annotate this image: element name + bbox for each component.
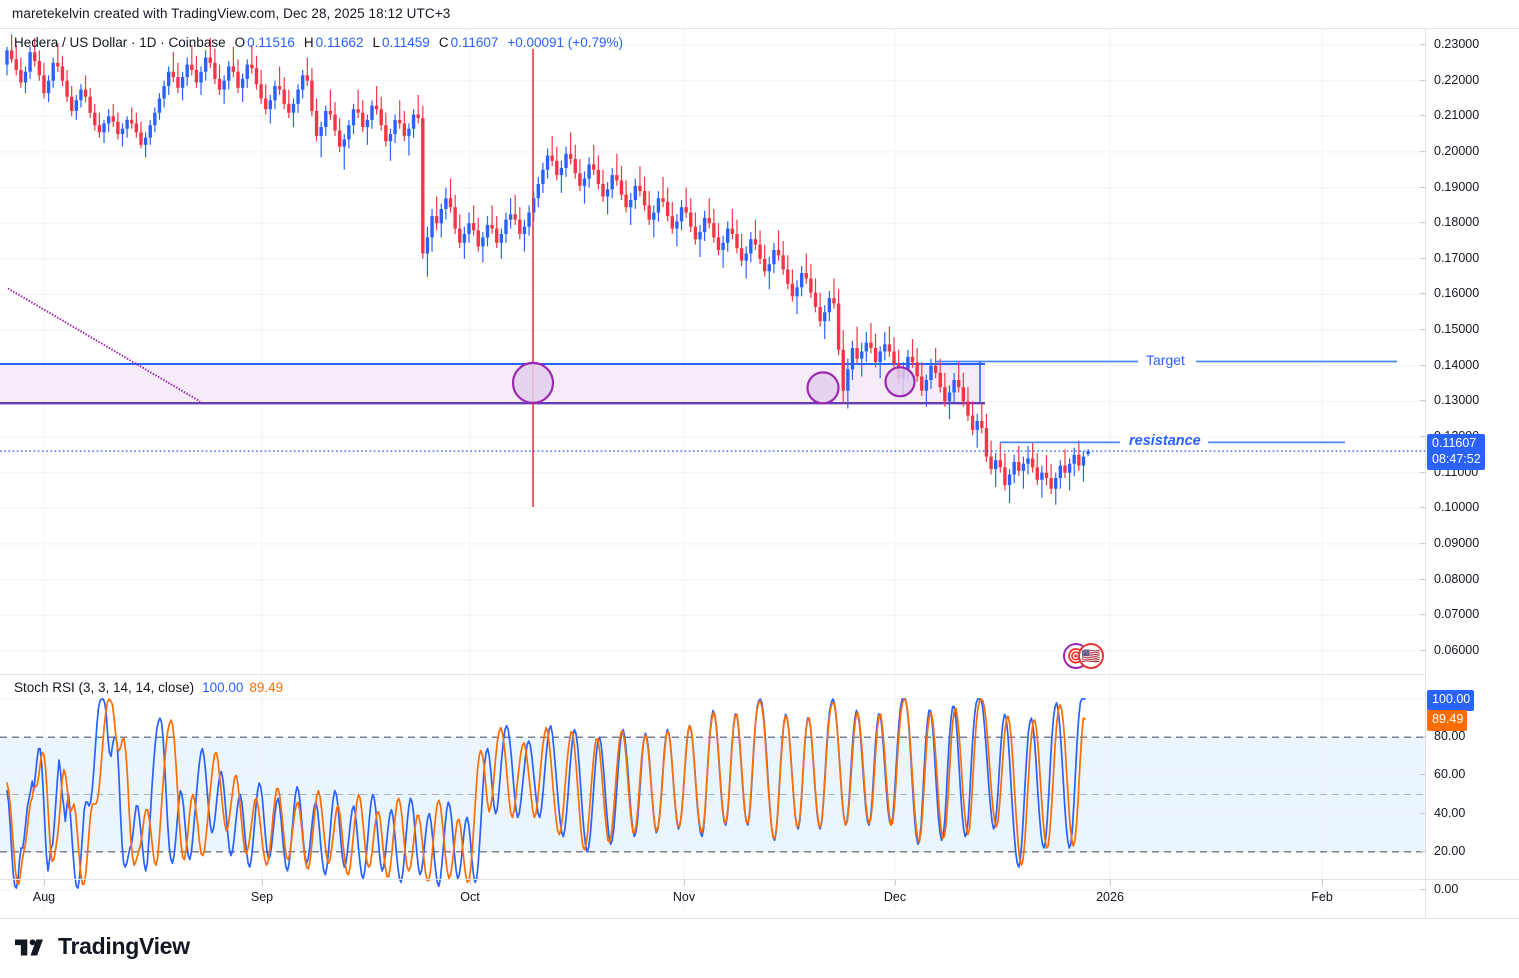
price-axis-label: 0.21000 — [1434, 108, 1480, 123]
price-scale[interactable]: 0.23000 0.22000 0.21000 0.20000 0.19000 0.180… — [1420, 28, 1519, 918]
time-axis-tick — [44, 879, 45, 885]
time-axis-tick — [470, 879, 471, 885]
time-axis-tick — [684, 879, 685, 885]
stoch-rsi-title: Stoch RSI (3, 3, 14, 14, close) — [14, 680, 195, 695]
stoch-rsi-k-value: 100.00 — [202, 680, 244, 695]
time-axis-tick — [262, 879, 263, 885]
stoch-axis-tick — [1420, 812, 1426, 814]
time-axis-line — [0, 879, 1519, 880]
price-axis-tick — [1420, 542, 1426, 544]
time-axis-label: Feb — [1311, 890, 1333, 904]
price-axis-tick — [1420, 79, 1426, 81]
stoch-axis-tick — [1420, 889, 1426, 890]
stoch-axis-label: 60.00 — [1434, 767, 1466, 782]
price-axis-label: 0.06000 — [1434, 642, 1480, 657]
price-axis-tick — [1420, 257, 1426, 259]
time-axis-label: Oct — [460, 890, 480, 904]
time-axis-tick — [895, 879, 896, 885]
price-axis-tick — [1420, 115, 1426, 117]
time-axis-bottom-line — [0, 918, 1519, 919]
stoch-canvas — [0, 675, 1425, 908]
stoch-axis-label: 80.00 — [1434, 729, 1466, 744]
price-axis-tick — [1420, 44, 1426, 46]
price-axis-label: 0.20000 — [1434, 143, 1480, 158]
price-axis-tick — [1420, 329, 1426, 331]
stoch-d-badge[interactable]: 89.49 — [1427, 710, 1468, 731]
time-axis-tick — [1110, 879, 1111, 885]
price-axis-label: 0.19000 — [1434, 179, 1480, 194]
stoch-axis-label: 40.00 — [1434, 805, 1466, 820]
time-axis-label: Aug — [32, 890, 56, 904]
price-axis-tick — [1420, 222, 1426, 224]
attribution-text: maretekelvin created with TradingView.co… — [12, 6, 451, 21]
stoch-axis-label: 0.00 — [1434, 882, 1459, 896]
pane-separator[interactable] — [0, 674, 1425, 675]
price-axis-label: 0.14000 — [1434, 357, 1480, 372]
target-line-label[interactable]: Target — [1139, 352, 1192, 369]
chart-frame: Hedera / US Dollar · 1D · Coinbase O 0.115… — [0, 28, 1519, 919]
stoch-rsi-legend: Stoch RSI (3, 3, 14, 14, close) 100.00 89.… — [14, 680, 283, 695]
price-axis-label: 0.16000 — [1434, 286, 1480, 301]
price-axis-tick — [1420, 436, 1426, 438]
resistance-line-label[interactable]: resistance — [1122, 433, 1208, 450]
price-axis-label: 0.22000 — [1434, 72, 1480, 87]
price-pane[interactable]: Hedera / US Dollar · 1D · Coinbase O 0.115… — [0, 29, 1425, 674]
price-axis-tick — [1420, 507, 1426, 509]
bar-countdown: 08:47:52 — [1432, 451, 1481, 466]
tradingview-brand-text: TradingView — [58, 933, 190, 959]
stoch-rsi-d-value: 89.49 — [249, 680, 284, 695]
price-axis-label: 0.10000 — [1434, 500, 1480, 515]
stoch-rsi-pane[interactable]: Stoch RSI (3, 3, 14, 14, close) 100.00 89.… — [0, 675, 1425, 908]
tradingview-logo-icon — [15, 936, 49, 958]
stoch-axis-label: 20.00 — [1434, 843, 1466, 858]
stoch-axis-tick — [1420, 850, 1426, 852]
time-axis-label: 2026 — [1096, 890, 1124, 904]
price-axis-tick — [1420, 471, 1426, 473]
us-flag-icon[interactable]: 🇺🇸 — [1078, 643, 1104, 669]
price-axis-label: 0.09000 — [1434, 535, 1480, 550]
price-axis-divider — [1425, 29, 1426, 919]
price-axis-label: 0.15000 — [1434, 322, 1480, 337]
price-axis-tick — [1420, 400, 1426, 402]
time-axis-label: Nov — [672, 890, 696, 904]
footer: TradingView — [0, 919, 1519, 978]
current-price-badge[interactable]: 0.11607 08:47:52 — [1427, 434, 1485, 471]
price-axis-tick — [1420, 293, 1426, 295]
price-axis-tick — [1420, 364, 1426, 366]
price-axis-label: 0.07000 — [1434, 607, 1480, 622]
price-axis-tick — [1420, 649, 1426, 651]
price-axis-tick — [1420, 150, 1426, 152]
time-axis-label: Sep — [250, 890, 274, 904]
price-canvas — [0, 29, 1425, 674]
price-axis-label: 0.13000 — [1434, 393, 1480, 408]
price-axis-label: 0.08000 — [1434, 571, 1480, 586]
price-axis-tick — [1420, 186, 1426, 188]
time-axis-label: Dec — [883, 890, 907, 904]
current-price-value: 0.11607 — [1432, 436, 1477, 451]
stoch-axis-tick — [1420, 736, 1426, 738]
price-axis-label: 0.17000 — [1434, 250, 1480, 265]
price-axis-tick — [1420, 578, 1426, 580]
price-axis-tick — [1420, 614, 1426, 616]
stoch-k-badge[interactable]: 100.00 — [1427, 690, 1475, 711]
tradingview-logo[interactable]: TradingView — [15, 933, 190, 960]
price-axis-label: 0.23000 — [1434, 37, 1480, 52]
stoch-axis-tick — [1420, 774, 1426, 776]
time-axis-tick — [1322, 879, 1323, 885]
price-axis-label: 0.18000 — [1434, 215, 1480, 230]
